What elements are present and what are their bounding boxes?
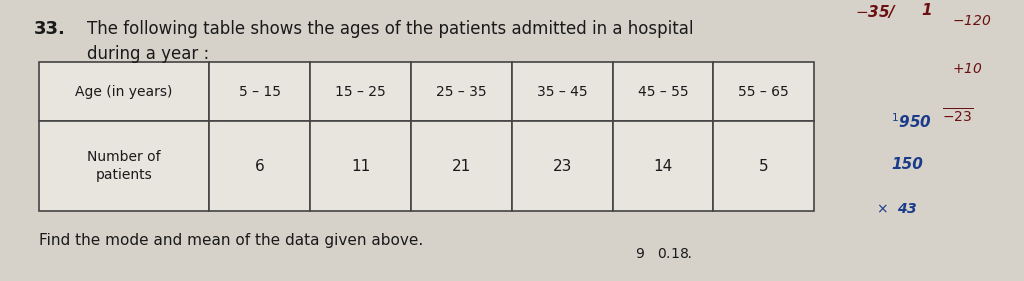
Text: Find the mode and mean of the data given above.: Find the mode and mean of the data given…	[39, 233, 423, 248]
Text: $+$10: $+$10	[952, 62, 983, 76]
Text: $-$120: $-$120	[952, 14, 991, 28]
Text: 21: 21	[452, 158, 471, 174]
Text: 45 – 55: 45 – 55	[638, 85, 688, 99]
Text: Age (in years): Age (in years)	[76, 85, 173, 99]
Text: 35 – 45: 35 – 45	[537, 85, 588, 99]
Text: 5: 5	[759, 158, 768, 174]
Text: $-$35/: $-$35/	[855, 3, 898, 20]
Text: 14: 14	[653, 158, 673, 174]
Text: 25 – 35: 25 – 35	[436, 85, 486, 99]
Text: 11: 11	[351, 158, 371, 174]
Text: 55 – 65: 55 – 65	[738, 85, 790, 99]
Text: Number of
patients: Number of patients	[87, 150, 161, 182]
Text: 23: 23	[553, 158, 571, 174]
Text: $^{1}$950: $^{1}$950	[891, 112, 932, 131]
Text: 15 – 25: 15 – 25	[335, 85, 386, 99]
Text: 6: 6	[255, 158, 265, 174]
Text: 1: 1	[922, 3, 932, 18]
Text: 5 – 15: 5 – 15	[239, 85, 281, 99]
Text: $\overline{-23}$: $\overline{-23}$	[942, 107, 974, 125]
Text: $\times$  43: $\times$ 43	[876, 202, 918, 216]
Text: 33.: 33.	[34, 20, 66, 38]
Text: 150: 150	[891, 157, 923, 172]
Text: The following table shows the ages of the patients admitted in a hospital
during: The following table shows the ages of th…	[87, 20, 693, 64]
Text: $9$   $0.18$.: $9$ $0.18$.	[635, 247, 692, 261]
